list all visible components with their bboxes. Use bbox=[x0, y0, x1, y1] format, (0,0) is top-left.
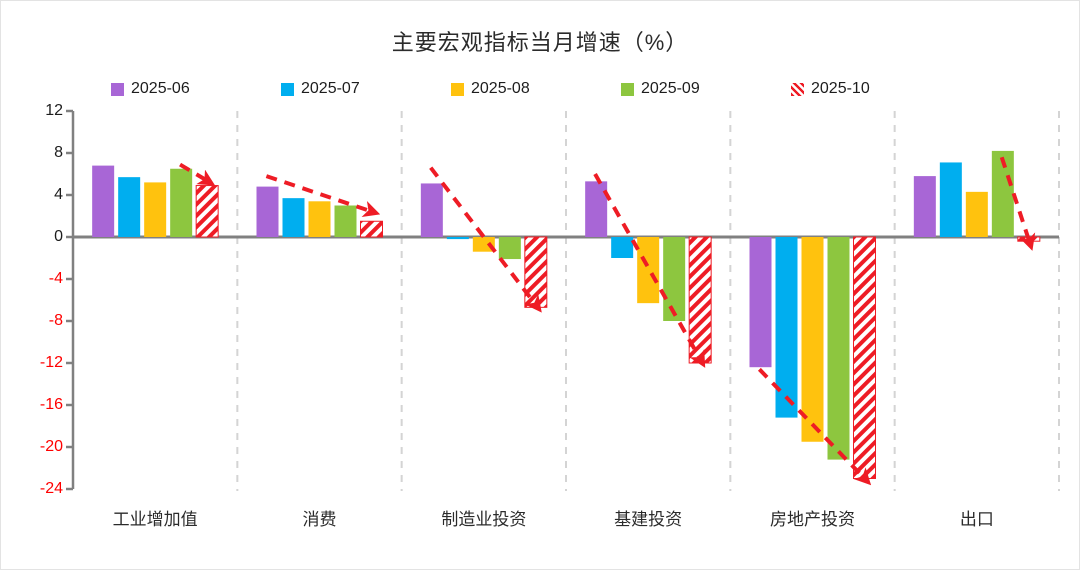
legend-label: 2025-09 bbox=[641, 80, 700, 97]
legend-swatch-icon bbox=[281, 82, 294, 96]
bar-制造业投资-2025-06[interactable] bbox=[420, 183, 443, 237]
bar-制造业投资-2025-09[interactable] bbox=[498, 237, 521, 260]
chart-title: 主要宏观指标当月增速（%） bbox=[391, 30, 689, 55]
bar-工业增加值-2025-10[interactable] bbox=[195, 185, 219, 238]
bar-房地产投资-2025-10[interactable] bbox=[853, 236, 876, 479]
bar-消费-2025-06[interactable] bbox=[256, 186, 279, 237]
legend-swatch-icon bbox=[111, 82, 124, 96]
legend-item-2025-10[interactable]: 2025-10 bbox=[791, 80, 961, 98]
x-axis-category-label-4: 房地产投资 bbox=[770, 510, 855, 529]
bar-出口-2025-06[interactable] bbox=[913, 176, 936, 237]
x-axis-category-label-3: 基建投资 bbox=[614, 510, 683, 529]
legend-label: 2025-10 bbox=[811, 80, 870, 97]
legend-item-2025-08[interactable]: 2025-08 bbox=[451, 80, 621, 98]
x-axis-category-label-5: 出口 bbox=[959, 510, 994, 529]
legend-swatch-icon bbox=[451, 82, 464, 96]
y-axis-tick-label: 0 bbox=[54, 228, 63, 245]
y-axis-tick-label: -24 bbox=[39, 480, 63, 497]
y-axis-tick-label: 12 bbox=[45, 102, 63, 119]
bar-基建投资-2025-09[interactable] bbox=[663, 237, 686, 321]
y-axis-tick-label: 4 bbox=[54, 186, 63, 203]
bar-房地产投资-2025-08[interactable] bbox=[801, 237, 824, 442]
bar-基建投资-2025-08[interactable] bbox=[637, 237, 660, 304]
trend-arrow-工业增加值 bbox=[179, 162, 216, 186]
y-axis-tick-label: -12 bbox=[39, 354, 63, 371]
legend-swatch-icon bbox=[791, 82, 804, 96]
bar-出口-2025-07[interactable] bbox=[939, 162, 962, 237]
legend-item-2025-09[interactable]: 2025-09 bbox=[621, 80, 791, 98]
trend-arrow-消费 bbox=[265, 174, 381, 217]
legend-item-2025-06[interactable]: 2025-06 bbox=[111, 80, 281, 98]
trend-arrow-基建投资 bbox=[593, 173, 706, 368]
legend-item-2025-07[interactable]: 2025-07 bbox=[281, 80, 451, 98]
bar-工业增加值-2025-06[interactable] bbox=[92, 165, 115, 237]
bar-工业增加值-2025-07[interactable] bbox=[118, 177, 141, 237]
chart-legend: 2025-06 2025-07 2025-08 2025-09 2025-10 bbox=[111, 77, 961, 101]
bar-基建投资-2025-10[interactable] bbox=[688, 236, 712, 364]
bar-消费-2025-10[interactable] bbox=[360, 220, 383, 238]
y-axis-tick-label: -8 bbox=[48, 312, 63, 329]
bar-房地产投资-2025-07[interactable] bbox=[775, 237, 798, 418]
bar-房地产投资-2025-09[interactable] bbox=[827, 237, 850, 460]
x-axis-category-label-0: 工业增加值 bbox=[112, 510, 198, 529]
bar-制造业投资-2025-08[interactable] bbox=[472, 237, 495, 252]
bar-消费-2025-08[interactable] bbox=[308, 201, 331, 237]
bar-工业增加值-2025-09[interactable] bbox=[170, 168, 193, 237]
legend-label: 2025-06 bbox=[131, 80, 190, 97]
x-axis-category-label-2: 制造业投资 bbox=[441, 510, 527, 529]
legend-label: 2025-07 bbox=[301, 80, 360, 97]
bar-制造业投资-2025-07[interactable] bbox=[446, 237, 469, 240]
trend-arrow-房地产投资 bbox=[757, 367, 872, 486]
bar-工业增加值-2025-08[interactable] bbox=[144, 182, 167, 237]
legend-swatch-icon bbox=[621, 82, 634, 96]
bar-房地产投资-2025-06[interactable] bbox=[749, 237, 772, 368]
bar-消费-2025-09[interactable] bbox=[334, 205, 357, 238]
bar-制造业投资-2025-10[interactable] bbox=[524, 236, 548, 308]
y-axis-tick-label: 8 bbox=[54, 144, 63, 161]
bar-出口-2025-10[interactable] bbox=[1017, 236, 1041, 242]
legend-label: 2025-08 bbox=[471, 80, 530, 97]
bar-消费-2025-07[interactable] bbox=[282, 198, 305, 237]
bar-出口-2025-08[interactable] bbox=[965, 191, 988, 237]
y-axis-tick-label: -16 bbox=[39, 396, 63, 413]
y-axis-tick-label: -20 bbox=[39, 438, 63, 455]
bar-基建投资-2025-07[interactable] bbox=[611, 237, 634, 258]
trend-arrow-出口 bbox=[999, 156, 1036, 251]
x-axis-category-label-1: 消费 bbox=[302, 510, 337, 529]
y-axis-tick-label: -4 bbox=[48, 270, 63, 287]
bar-出口-2025-09[interactable] bbox=[991, 150, 1014, 237]
bar-基建投资-2025-06[interactable] bbox=[585, 181, 608, 237]
trend-arrow-制造业投资 bbox=[429, 166, 542, 313]
